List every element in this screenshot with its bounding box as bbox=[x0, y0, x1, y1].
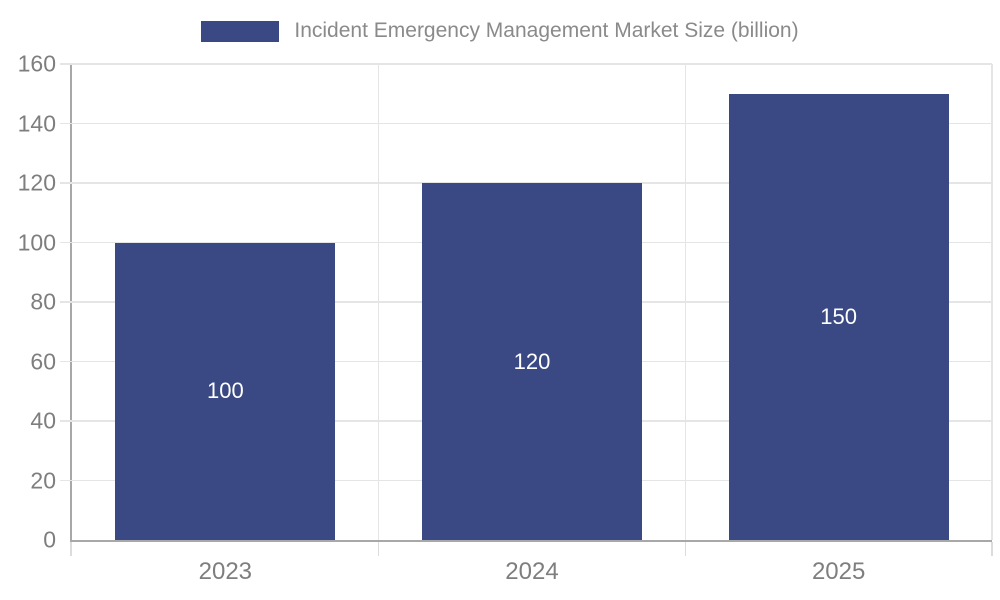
y-tick-label-20: 20 bbox=[30, 467, 56, 493]
chart-title: Incident Emergency Management Market Siz… bbox=[294, 19, 799, 42]
y-tick-label-0: 0 bbox=[43, 526, 56, 553]
y-tick-label-100: 100 bbox=[17, 229, 56, 255]
legend: Incident Emergency Management Market Siz… bbox=[0, 17, 1000, 45]
bar-value-label-2025: 150 bbox=[820, 303, 858, 329]
y-tick-label-120: 120 bbox=[17, 169, 56, 196]
bar-2024: 120 bbox=[422, 183, 642, 540]
gridline-y-140 bbox=[60, 122, 992, 125]
x-tick-mark-2 bbox=[684, 542, 687, 556]
x-tick-label-2025: 2025 bbox=[811, 558, 866, 585]
gridline-x-3 bbox=[991, 64, 993, 540]
legend-swatch bbox=[201, 20, 280, 42]
y-tick-label-160: 160 bbox=[17, 50, 56, 77]
y-tick-label-80: 80 bbox=[30, 288, 56, 315]
x-tick-mark-3 bbox=[991, 542, 993, 556]
bar-value-label-2024: 120 bbox=[513, 348, 551, 374]
bar-2025: 150 bbox=[728, 93, 949, 540]
x-tick-label-2024: 2024 bbox=[505, 558, 559, 585]
bar-2023: 100 bbox=[115, 242, 336, 540]
plot-area: 0 20 40 60 80 100 120 140 160 100 2023 120 2024 150 20… bbox=[18, 51, 993, 585]
gridline-y-160 bbox=[60, 63, 992, 65]
bar-value-label-2023: 100 bbox=[206, 378, 244, 404]
gridline-x-2 bbox=[684, 64, 687, 540]
y-tick-label-40: 40 bbox=[30, 407, 56, 434]
x-tick-label-2023: 2023 bbox=[198, 558, 253, 585]
gridline-x-1 bbox=[377, 64, 380, 540]
y-tick-label-140: 140 bbox=[17, 110, 56, 136]
y-tick-label-60: 60 bbox=[30, 348, 56, 374]
x-tick-mark-0 bbox=[70, 542, 72, 556]
x-tick-mark-1 bbox=[377, 542, 380, 556]
